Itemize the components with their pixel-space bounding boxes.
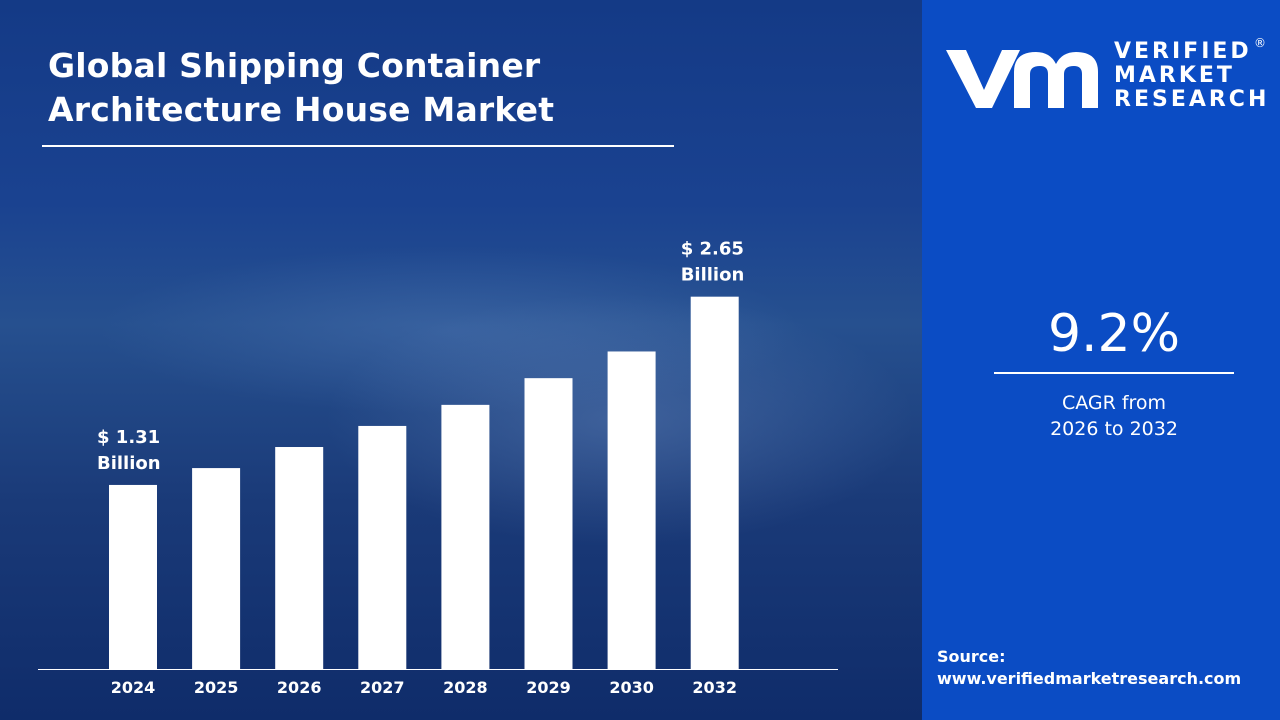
x-tick-2029: 2029 — [526, 678, 571, 697]
cagr-label-line-2: 2026 to 2032 — [1050, 418, 1178, 440]
data-label-2032-line-2: Billion — [681, 265, 745, 286]
x-tick-2030: 2030 — [609, 678, 654, 697]
title-line-1: Global Shipping Container — [48, 46, 541, 85]
bar-2032 — [690, 296, 739, 669]
bar-2024 — [109, 484, 157, 669]
cagr-divider — [994, 372, 1234, 374]
logo-word-verified: VERIFIED — [1114, 39, 1252, 64]
info-panel — [922, 0, 1280, 720]
source-note: Source: www.verifiedmarketresearch.com — [937, 646, 1241, 690]
x-tick-2032: 2032 — [692, 678, 737, 697]
data-label-2024-line-1: $ 1.31 — [97, 427, 160, 448]
cagr-value: 9.2% — [1047, 304, 1181, 364]
background-photo-panel: Global Shipping Container Architecture H… — [0, 0, 922, 720]
bar-2025 — [192, 468, 241, 669]
source-url[interactable]: www.verifiedmarketresearch.com — [937, 669, 1242, 688]
data-label-2032-line-1: $ 2.65 — [681, 239, 744, 260]
bar-2030 — [607, 351, 656, 669]
registered-mark: ® — [1254, 36, 1266, 50]
data-label-2024-line-2: Billion — [97, 453, 161, 474]
x-tick-2027: 2027 — [360, 678, 405, 697]
bar-2028 — [441, 404, 490, 669]
logo-word-market: MARKET — [1114, 63, 1235, 88]
market-bar-chart: 2024 $ 1.31 Billion 2025 2026 2027 2028 2029 203… — [38, 239, 838, 697]
bar-2027 — [358, 425, 407, 669]
x-tick-2026: 2026 — [277, 678, 322, 697]
bar-2026 — [275, 447, 324, 669]
cagr-label: CAGR from 2026 to 2032 — [994, 390, 1234, 442]
vmr-logo-icon — [946, 50, 1098, 108]
page-title: Global Shipping Container Architecture H… — [48, 44, 554, 132]
title-line-2: Architecture House Market — [48, 90, 555, 129]
x-tick-2024: 2024 — [111, 678, 156, 697]
source-label: Source: — [937, 647, 1006, 666]
logo-word-research: RESEARCH — [1114, 87, 1270, 112]
x-tick-2028: 2028 — [443, 678, 488, 697]
x-tick-2025: 2025 — [194, 678, 239, 697]
vmr-logo: VERIFIED MARKET RESEARCH ® — [944, 36, 1266, 114]
cagr-label-line-1: CAGR from — [1061, 392, 1167, 414]
vmr-logo-wordmark: VERIFIED MARKET RESEARCH — [1114, 40, 1269, 112]
title-underline — [42, 145, 674, 147]
bar-2029 — [524, 378, 573, 669]
